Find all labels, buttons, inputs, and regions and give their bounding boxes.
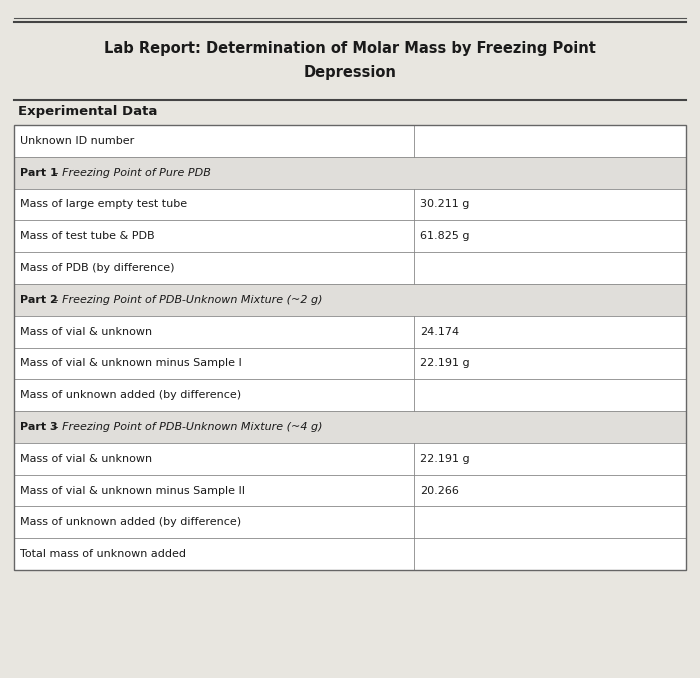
Bar [14, 22, 686, 100]
Text: 20.266: 20.266 [420, 485, 459, 496]
Text: Part 3: Part 3 [20, 422, 57, 432]
Text: Mass of unknown added (by difference): Mass of unknown added (by difference) [20, 390, 241, 400]
Text: Part 2: Part 2 [20, 295, 57, 305]
Bar [14, 284, 686, 316]
Text: Mass of vial & unknown: Mass of vial & unknown [20, 327, 152, 336]
Text: – Freezing Point of PDB-Unknown Mixture (~4 g): – Freezing Point of PDB-Unknown Mixture … [53, 422, 323, 432]
Text: Depression: Depression [304, 66, 396, 81]
Text: Mass of vial & unknown minus Sample I: Mass of vial & unknown minus Sample I [20, 359, 241, 368]
Text: 30.211 g: 30.211 g [420, 199, 469, 210]
Bar [14, 125, 686, 570]
Text: Mass of PDB (by difference): Mass of PDB (by difference) [20, 263, 174, 273]
Text: – Freezing Point of Pure PDB: – Freezing Point of Pure PDB [53, 167, 211, 178]
Text: Total mass of unknown added: Total mass of unknown added [20, 549, 186, 559]
Text: Part 1: Part 1 [20, 167, 57, 178]
Bar [14, 157, 686, 188]
Bar [14, 411, 686, 443]
Text: 22.191 g: 22.191 g [420, 359, 470, 368]
Text: Unknown ID number: Unknown ID number [20, 136, 134, 146]
Text: Lab Report: Determination of Molar Mass by Freezing Point: Lab Report: Determination of Molar Mass … [104, 41, 596, 56]
Bar [14, 125, 686, 570]
Text: Mass of test tube & PDB: Mass of test tube & PDB [20, 231, 155, 241]
Text: Experimental Data: Experimental Data [18, 106, 158, 119]
Text: Mass of unknown added (by difference): Mass of unknown added (by difference) [20, 517, 241, 527]
Text: Mass of large empty test tube: Mass of large empty test tube [20, 199, 187, 210]
Text: 22.191 g: 22.191 g [420, 454, 470, 464]
Text: Mass of vial & unknown: Mass of vial & unknown [20, 454, 152, 464]
Text: Mass of vial & unknown minus Sample II: Mass of vial & unknown minus Sample II [20, 485, 245, 496]
Text: – Freezing Point of PDB-Unknown Mixture (~2 g): – Freezing Point of PDB-Unknown Mixture … [53, 295, 323, 305]
Text: 61.825 g: 61.825 g [420, 231, 469, 241]
Text: 24.174: 24.174 [420, 327, 459, 336]
